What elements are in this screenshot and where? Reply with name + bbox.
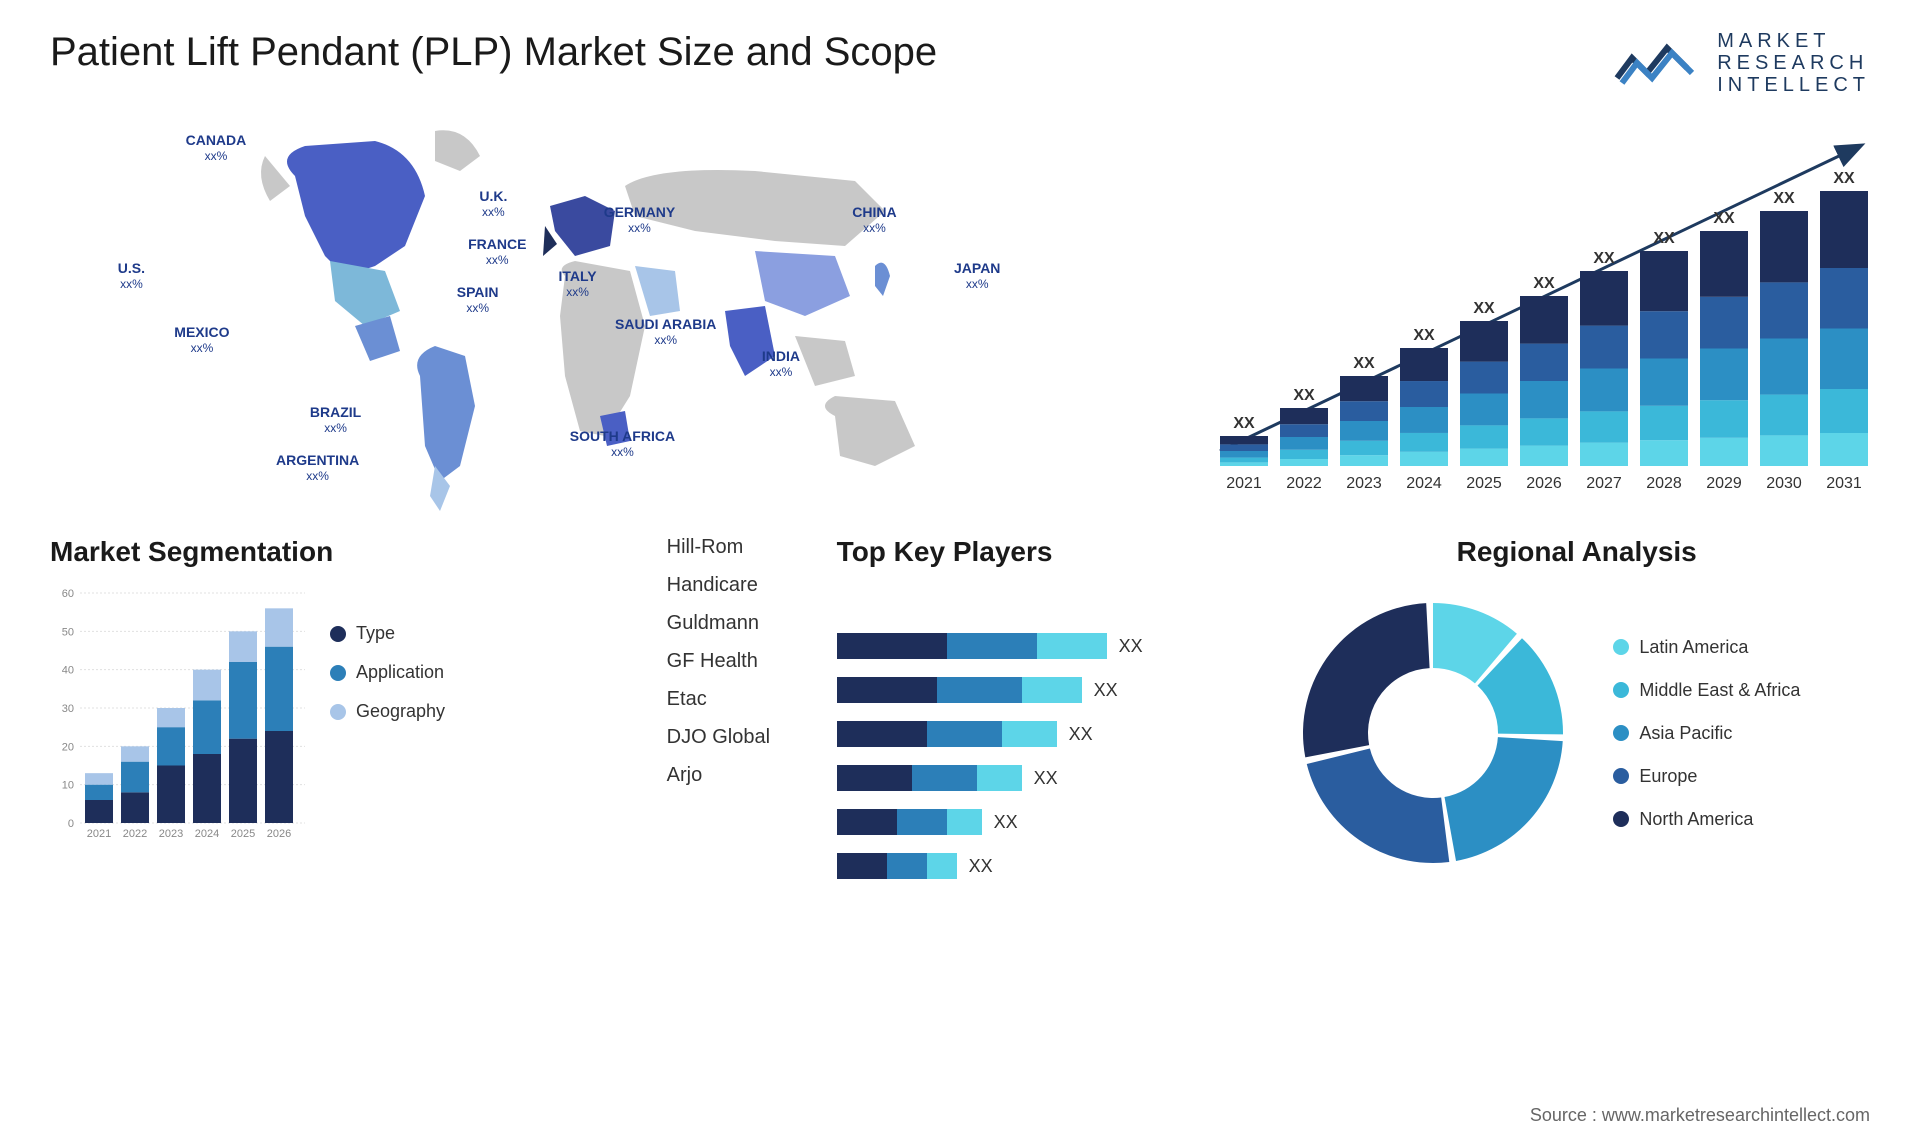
logo-icon bbox=[1612, 33, 1702, 93]
svg-text:XX: XX bbox=[1293, 387, 1315, 404]
legend-item: Middle East & Africa bbox=[1613, 680, 1800, 701]
svg-text:2027: 2027 bbox=[1586, 475, 1622, 492]
map-label: JAPANxx% bbox=[954, 260, 1000, 291]
svg-text:XX: XX bbox=[1233, 415, 1255, 432]
svg-text:XX: XX bbox=[1833, 170, 1855, 187]
legend-item: Asia Pacific bbox=[1613, 723, 1800, 744]
players-names-list: Hill-Rom Handicare Guldmann GF Health Etac DJ… bbox=[667, 536, 807, 787]
player-bar: XX bbox=[837, 677, 1254, 703]
svg-text:XX: XX bbox=[1713, 210, 1735, 227]
regional-donut bbox=[1283, 583, 1583, 883]
player-name: DJO Global bbox=[667, 726, 807, 749]
svg-text:2029: 2029 bbox=[1706, 475, 1742, 492]
segmentation-chart: 0 10 20 30 40 50 60 2021 2022 2023 2024 2025 2026 bbox=[50, 583, 310, 843]
map-label: U.K.xx% bbox=[479, 188, 507, 219]
map-label: SOUTH AFRICAxx% bbox=[570, 428, 675, 459]
player-bar: XX bbox=[837, 633, 1254, 659]
player-name: Guldmann bbox=[667, 612, 807, 635]
map-label: SAUDI ARABIAxx% bbox=[615, 316, 716, 347]
players-bars: XX XX XX XX XX XX bbox=[837, 583, 1254, 879]
svg-text:30: 30 bbox=[62, 703, 74, 715]
brand-logo: MARKET RESEARCH INTELLECT bbox=[1612, 30, 1870, 96]
svg-text:40: 40 bbox=[62, 665, 74, 677]
svg-text:2025: 2025 bbox=[231, 828, 255, 840]
segmentation-section: Market Segmentation 0 10 20 30 40 50 60 2021 202… bbox=[50, 536, 637, 883]
svg-text:XX: XX bbox=[1773, 190, 1795, 207]
svg-text:2026: 2026 bbox=[1526, 475, 1562, 492]
segmentation-legend: Type Application Geography bbox=[330, 623, 445, 722]
svg-text:2021: 2021 bbox=[1226, 475, 1262, 492]
map-label: INDIAxx% bbox=[762, 348, 800, 379]
player-name: GF Health bbox=[667, 650, 807, 673]
source-text: Source : www.marketresearchintellect.com bbox=[1530, 1105, 1870, 1126]
legend-item: Europe bbox=[1613, 766, 1800, 787]
map-label: ARGENTINAxx% bbox=[276, 452, 359, 483]
svg-text:XX: XX bbox=[1353, 355, 1375, 372]
player-bar: XX bbox=[837, 809, 1254, 835]
player-name: Handicare bbox=[667, 574, 807, 597]
map-label: CANADAxx% bbox=[186, 132, 247, 163]
svg-text:XX: XX bbox=[1473, 300, 1495, 317]
logo-text-1: MARKET bbox=[1717, 30, 1870, 52]
legend-item: Geography bbox=[330, 701, 445, 722]
player-name: Arjo bbox=[667, 764, 807, 787]
regional-title: Regional Analysis bbox=[1283, 536, 1870, 568]
svg-text:2030: 2030 bbox=[1766, 475, 1802, 492]
svg-text:2031: 2031 bbox=[1826, 475, 1862, 492]
svg-text:2024: 2024 bbox=[1406, 475, 1442, 492]
legend-item: Latin America bbox=[1613, 637, 1800, 658]
map-label: CHINAxx% bbox=[852, 204, 896, 235]
map-label: ITALYxx% bbox=[559, 268, 597, 299]
legend-item: Application bbox=[330, 662, 445, 683]
svg-text:2023: 2023 bbox=[159, 828, 183, 840]
players-title: Top Key Players bbox=[837, 536, 1254, 568]
logo-text-3: INTELLECT bbox=[1717, 74, 1870, 96]
svg-text:2026: 2026 bbox=[267, 828, 291, 840]
svg-text:XX: XX bbox=[1413, 327, 1435, 344]
svg-text:2025: 2025 bbox=[1466, 475, 1502, 492]
map-label: FRANCExx% bbox=[468, 236, 526, 267]
main-bar-chart: XX 2021 XX 2022 XX 2023 XX 2024 XX 2025 XX 2026 XX 20… bbox=[1210, 116, 1870, 516]
logo-text-2: RESEARCH bbox=[1717, 52, 1870, 74]
map-label: BRAZILxx% bbox=[310, 404, 361, 435]
svg-text:2021: 2021 bbox=[87, 828, 111, 840]
player-name: Etac bbox=[667, 688, 807, 711]
regional-legend: Latin America Middle East & Africa Asia Pa… bbox=[1613, 637, 1800, 830]
svg-text:20: 20 bbox=[62, 741, 74, 753]
legend-item: Type bbox=[330, 623, 445, 644]
svg-text:2028: 2028 bbox=[1646, 475, 1682, 492]
player-name: Hill-Rom bbox=[667, 536, 807, 559]
map-label: SPAINxx% bbox=[457, 284, 499, 315]
page-title: Patient Lift Pendant (PLP) Market Size a… bbox=[50, 30, 937, 75]
legend-item: North America bbox=[1613, 809, 1800, 830]
svg-text:XX: XX bbox=[1653, 230, 1675, 247]
world-map: CANADAxx% U.S.xx% MEXICOxx% BRAZILxx% ARGENT… bbox=[50, 116, 1180, 516]
svg-text:XX: XX bbox=[1593, 250, 1615, 267]
svg-text:2022: 2022 bbox=[1286, 475, 1322, 492]
svg-text:60: 60 bbox=[62, 588, 74, 600]
regional-section: Regional Analysis Latin America Middle Ea… bbox=[1283, 536, 1870, 883]
svg-text:XX: XX bbox=[1533, 275, 1555, 292]
svg-text:2024: 2024 bbox=[195, 828, 219, 840]
player-bar: XX bbox=[837, 853, 1254, 879]
svg-text:50: 50 bbox=[62, 626, 74, 638]
map-label: GERMANYxx% bbox=[604, 204, 676, 235]
svg-text:2023: 2023 bbox=[1346, 475, 1382, 492]
player-bar: XX bbox=[837, 721, 1254, 747]
map-label: MEXICOxx% bbox=[174, 324, 229, 355]
players-section: Hill-Rom Handicare Guldmann GF Health Etac DJ… bbox=[667, 536, 1254, 883]
segmentation-title: Market Segmentation bbox=[50, 536, 637, 568]
map-label: U.S.xx% bbox=[118, 260, 145, 291]
svg-text:10: 10 bbox=[62, 780, 74, 792]
svg-text:2022: 2022 bbox=[123, 828, 147, 840]
svg-text:0: 0 bbox=[68, 818, 74, 830]
player-bar: XX bbox=[837, 765, 1254, 791]
